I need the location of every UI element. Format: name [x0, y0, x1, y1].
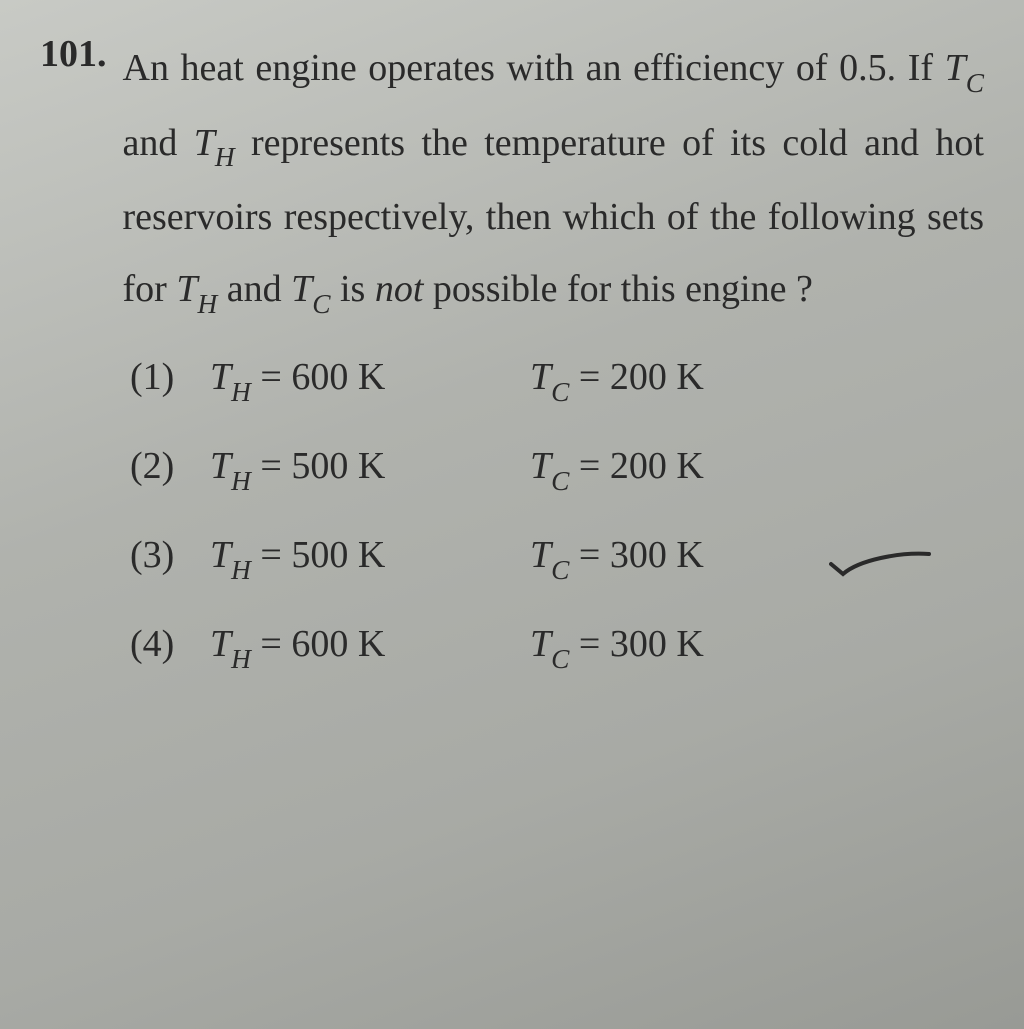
th-value: = 600 K	[251, 356, 385, 398]
option-tc: TC = 300 K	[530, 536, 704, 581]
tc-symbol: T	[530, 623, 551, 665]
tc-subscript: C	[966, 68, 984, 98]
option-label: (3)	[130, 536, 210, 574]
question-stem: An heat engine operates with an efficien…	[123, 32, 985, 328]
option-tc: TC = 300 K	[530, 625, 704, 670]
th-subscript: H	[231, 377, 251, 407]
stem-not: not	[375, 268, 424, 310]
stem-text-4: and	[217, 268, 291, 310]
th-symbol: T	[210, 445, 231, 487]
tc-symbol: T	[530, 445, 551, 487]
tc-subscript: C	[551, 377, 569, 407]
options-block: (1) TH = 600 K TC = 200 K (2) TH = 500 K…	[40, 358, 984, 670]
option-label: (2)	[130, 447, 210, 485]
tc-value: = 200 K	[569, 356, 703, 398]
question-block: 101. An heat engine operates with an eff…	[40, 32, 984, 328]
tc-subscript: C	[551, 555, 569, 585]
stem-text-2: and	[123, 122, 194, 164]
tc2-subscript: C	[312, 289, 330, 319]
option-3: (3) TH = 500 K TC = 300 K	[130, 536, 984, 581]
tc-symbol: T	[530, 534, 551, 576]
stem-text-6: possible for this engine ?	[423, 268, 812, 310]
th2-symbol: T	[176, 268, 197, 310]
option-2: (2) TH = 500 K TC = 200 K	[130, 447, 984, 492]
stem-text-1: An heat engine operates with an efficien…	[123, 47, 945, 89]
tc-symbol: T	[530, 356, 551, 398]
th-symbol: T	[210, 534, 231, 576]
th-value: = 500 K	[251, 445, 385, 487]
tc-value: = 300 K	[569, 623, 703, 665]
stem-text-5: is	[330, 268, 374, 310]
th-symbol: T	[210, 356, 231, 398]
option-label: (1)	[130, 358, 210, 396]
option-th: TH = 500 K	[210, 447, 530, 492]
th-subscript: H	[215, 142, 235, 172]
checkmark-icon	[829, 542, 934, 589]
th-symbol: T	[210, 623, 231, 665]
th-subscript: H	[231, 555, 251, 585]
th-subscript: H	[231, 466, 251, 496]
tc-symbol: T	[945, 47, 966, 89]
question-number: 101.	[40, 32, 107, 76]
tc-value: = 200 K	[569, 445, 703, 487]
th-symbol: T	[194, 122, 215, 164]
th-value: = 600 K	[251, 623, 385, 665]
option-th: TH = 600 K	[210, 358, 530, 403]
option-tc: TC = 200 K	[530, 447, 704, 492]
option-th: TH = 500 K	[210, 536, 530, 581]
option-4: (4) TH = 600 K TC = 300 K	[130, 625, 984, 670]
tc-value: = 300 K	[569, 534, 703, 576]
option-th: TH = 600 K	[210, 625, 530, 670]
option-1: (1) TH = 600 K TC = 200 K	[130, 358, 984, 403]
tc2-symbol: T	[291, 268, 312, 310]
th2-subscript: H	[197, 289, 217, 319]
tc-subscript: C	[551, 644, 569, 674]
option-tc: TC = 200 K	[530, 358, 704, 403]
tc-subscript: C	[551, 466, 569, 496]
option-label: (4)	[130, 625, 210, 663]
th-subscript: H	[231, 644, 251, 674]
th-value: = 500 K	[251, 534, 385, 576]
